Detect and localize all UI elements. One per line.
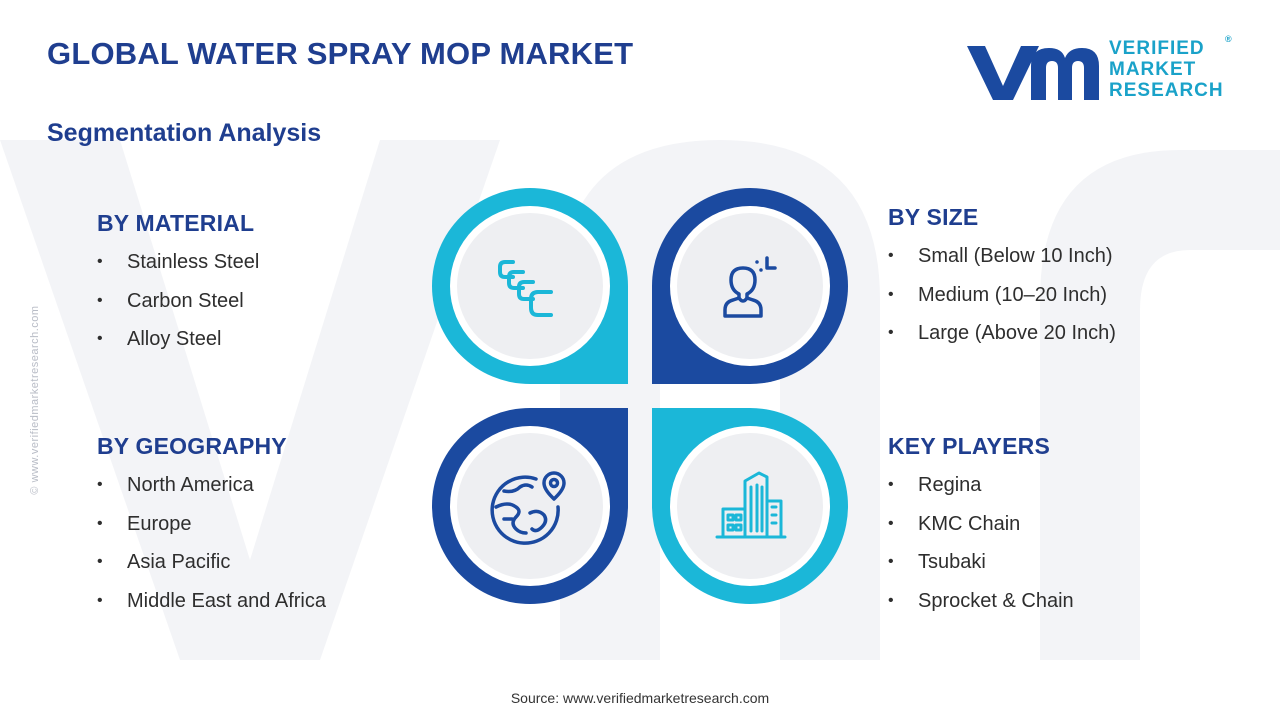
buildings-icon bbox=[715, 471, 787, 539]
segment-geography-heading: BY GEOGRAPHY bbox=[97, 433, 287, 459]
vmr-logo: VERIFIED MARKET RESEARCH ® bbox=[965, 35, 1235, 102]
logo-line-3: RESEARCH bbox=[1109, 80, 1224, 101]
segmentation-graphic bbox=[426, 182, 854, 610]
person-size-icon bbox=[723, 256, 777, 318]
list-item: Medium (10–20 Inch) bbox=[888, 283, 1116, 307]
list-item: Europe bbox=[97, 512, 326, 536]
segment-size: BY SIZE Small (Below 10 Inch) Medium (10… bbox=[888, 204, 1116, 360]
list-item: Regina bbox=[888, 473, 1074, 497]
segment-material-heading: BY MATERIAL bbox=[97, 210, 255, 236]
list-item: Asia Pacific bbox=[97, 550, 326, 574]
list-item: Middle East and Africa bbox=[97, 589, 326, 613]
list-item: Large (Above 20 Inch) bbox=[888, 321, 1116, 345]
list-item: Small (Below 10 Inch) bbox=[888, 244, 1116, 268]
list-item: Carbon Steel bbox=[97, 289, 259, 313]
segment-geography: BY GEOGRAPHY North America Europe Asia P… bbox=[97, 433, 326, 627]
page-title: GLOBAL WATER SPRAY MOP MARKET bbox=[47, 36, 634, 71]
registered-mark: ® bbox=[1225, 34, 1233, 44]
segment-geography-list: North America Europe Asia Pacific Middle… bbox=[97, 473, 326, 613]
vmr-logo-text: VERIFIED MARKET RESEARCH ® bbox=[1109, 35, 1232, 102]
segment-material-list: Stainless Steel Carbon Steel Alloy Steel bbox=[97, 250, 259, 351]
petal-shapes bbox=[432, 188, 848, 604]
vmr-logo-mark bbox=[967, 46, 1099, 100]
segment-players-list: Regina KMC Chain Tsubaki Sprocket & Chai… bbox=[888, 473, 1074, 613]
side-credit: © www.verifiedmarketresearch.com bbox=[29, 305, 41, 495]
globe-location-icon bbox=[490, 471, 566, 545]
list-item: Tsubaki bbox=[888, 550, 1074, 574]
segment-size-heading: BY SIZE bbox=[888, 204, 979, 230]
segment-material: BY MATERIAL Stainless Steel Carbon Steel… bbox=[97, 210, 259, 366]
list-item: Alloy Steel bbox=[97, 327, 259, 351]
segment-players-heading: KEY PLAYERS bbox=[888, 433, 1050, 459]
segment-size-list: Small (Below 10 Inch) Medium (10–20 Inch… bbox=[888, 244, 1116, 345]
chain-links-icon bbox=[498, 260, 553, 317]
logo-line-1: VERIFIED bbox=[1109, 38, 1205, 59]
logo-line-2: MARKET bbox=[1109, 59, 1197, 80]
list-item: North America bbox=[97, 473, 326, 497]
source-footer: Source: www.verifiedmarketresearch.com bbox=[510, 690, 770, 706]
list-item: Sprocket & Chain bbox=[888, 589, 1074, 613]
segment-key-players: KEY PLAYERS Regina KMC Chain Tsubaki Spr… bbox=[888, 433, 1074, 627]
list-item: Stainless Steel bbox=[97, 250, 259, 274]
list-item: KMC Chain bbox=[888, 512, 1074, 536]
page-subtitle: Segmentation Analysis bbox=[47, 119, 322, 147]
